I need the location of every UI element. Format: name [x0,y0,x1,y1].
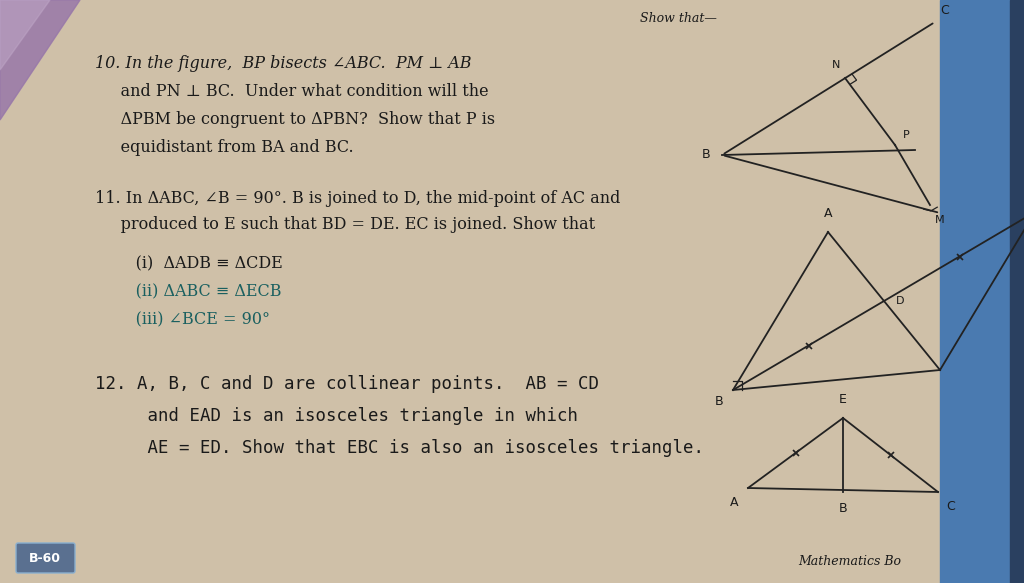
Text: Mathematics Bo: Mathematics Bo [799,555,901,568]
Bar [940,0,1024,583]
Polygon shape [0,0,50,70]
Text: D: D [896,296,904,306]
Bar [1010,0,1024,583]
Text: A: A [729,496,738,509]
Text: equidistant from BA and BC.: equidistant from BA and BC. [95,139,353,156]
Text: and EAD is an isosceles triangle in which: and EAD is an isosceles triangle in whic… [95,407,578,425]
Text: 10. In the figure,  BP bisects ∠ABC.  PM ⊥ AB: 10. In the figure, BP bisects ∠ABC. PM ⊥… [95,55,471,72]
Text: and PN ⊥ BC.  Under what condition will the: and PN ⊥ BC. Under what condition will t… [95,83,488,100]
Text: B-60: B-60 [29,552,61,564]
Text: C: C [940,4,949,17]
Text: (i)  ΔADB ≡ ΔCDE: (i) ΔADB ≡ ΔCDE [110,255,283,272]
Text: P: P [903,130,909,140]
Text: (iii) ∠BCE = 90°: (iii) ∠BCE = 90° [110,311,270,328]
Text: C: C [946,500,954,513]
Text: A: A [823,207,833,220]
Text: (ii) ΔABC ≡ ΔECB: (ii) ΔABC ≡ ΔECB [110,283,282,300]
Text: E: E [839,393,847,406]
FancyBboxPatch shape [16,543,75,573]
Text: 12. A, B, C and D are collinear points.  AB = CD: 12. A, B, C and D are collinear points. … [95,375,599,393]
Text: M: M [935,215,944,225]
Polygon shape [0,0,80,120]
Text: ΔPBM be congruent to ΔPBN?  Show that P is: ΔPBM be congruent to ΔPBN? Show that P i… [95,111,496,128]
Text: 11. In ΔABC, ∠B = 90°. B is joined to D, the mid-point of AC and: 11. In ΔABC, ∠B = 90°. B is joined to D,… [95,190,621,207]
Text: N: N [831,60,840,70]
Text: B: B [715,395,723,408]
Text: produced to E such that BD = DE. EC is joined. Show that: produced to E such that BD = DE. EC is j… [95,216,595,233]
Text: Show that—: Show that— [640,12,717,25]
Text: B: B [701,149,710,161]
Text: B: B [839,502,847,515]
Text: AE = ED. Show that EBC is also an isosceles triangle.: AE = ED. Show that EBC is also an isosce… [95,439,705,457]
